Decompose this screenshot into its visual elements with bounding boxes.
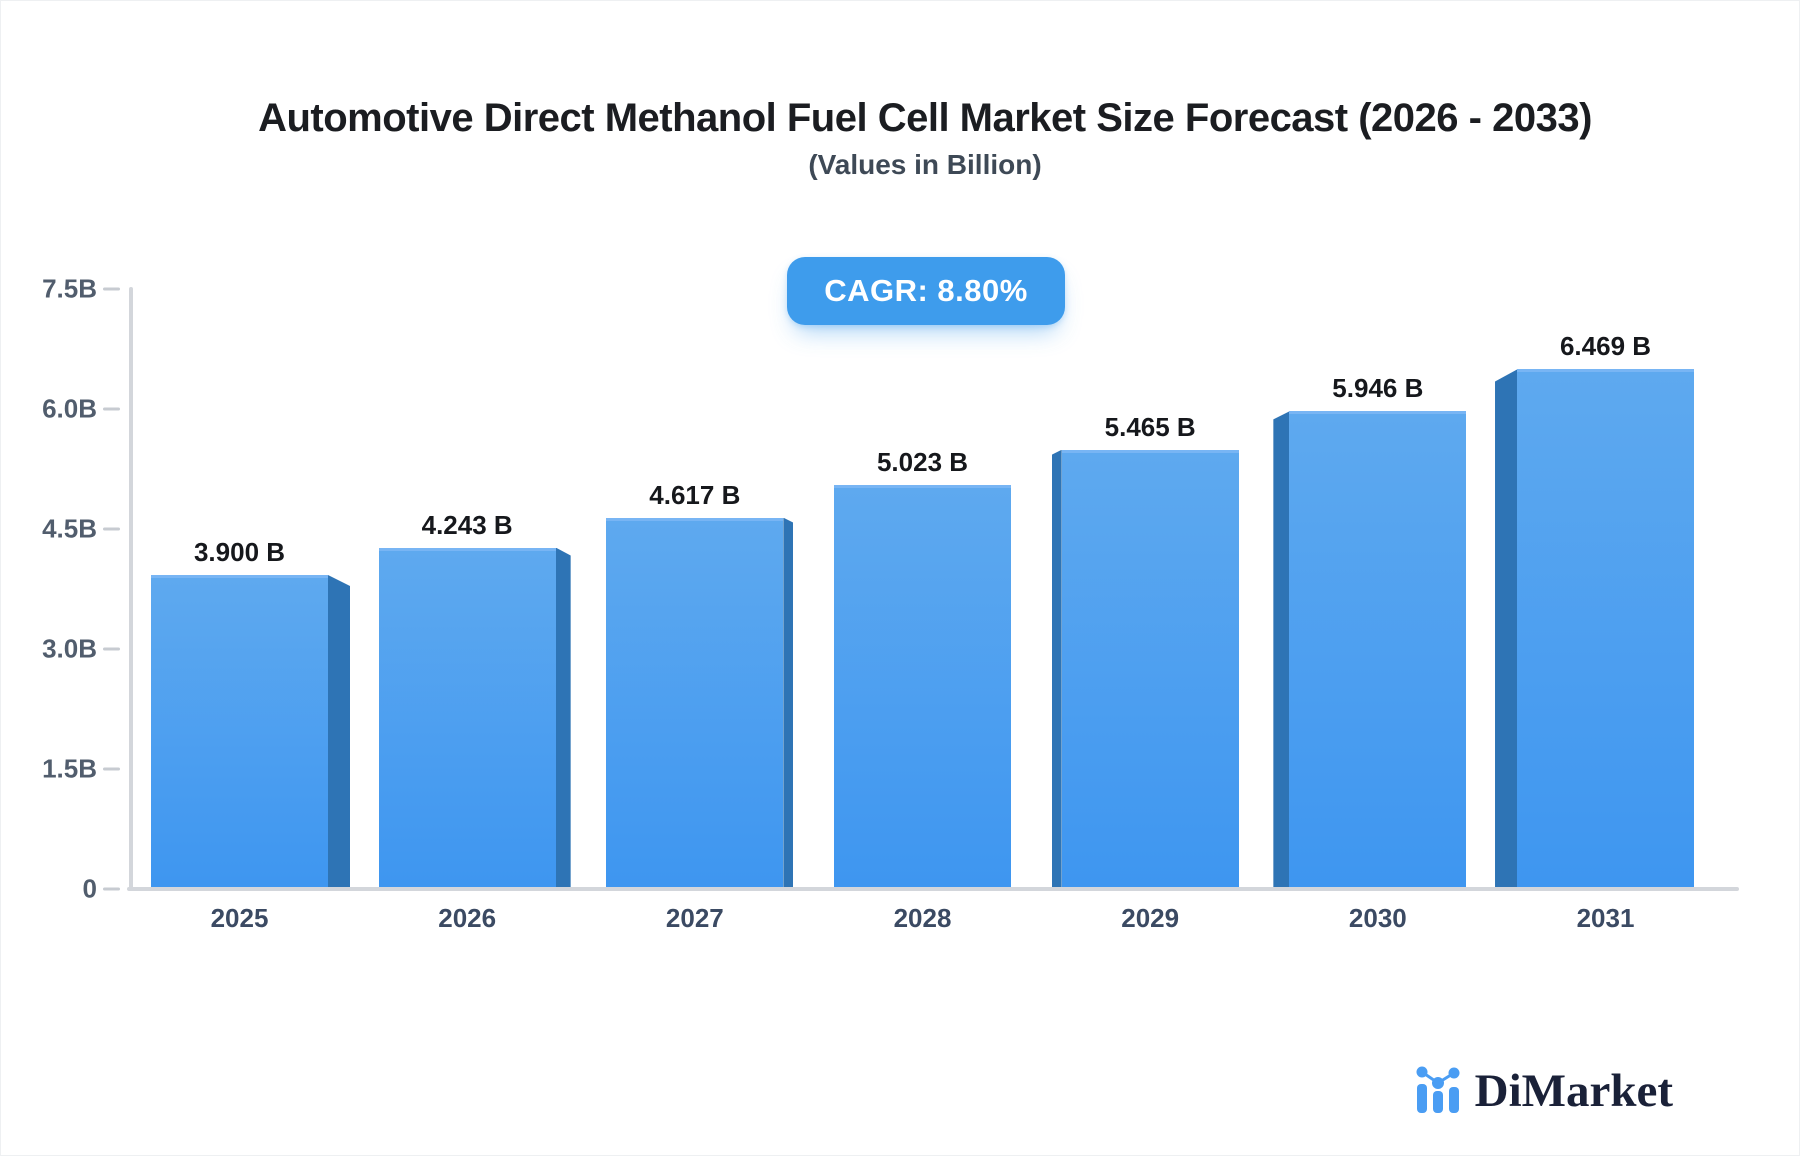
y-axis-line <box>129 287 133 891</box>
y-axis-tick-mark <box>103 407 120 411</box>
bar-2029 <box>1061 449 1239 887</box>
y-axis-tick-mark <box>103 887 120 891</box>
x-axis-category-label: 2025 <box>210 903 269 933</box>
bar-value-label: 4.243 B <box>421 509 513 540</box>
brand-logo: DiMarket <box>1416 1063 1673 1117</box>
y-axis-tick-label: 1.5B <box>42 753 97 784</box>
chart-subtitle: (Values in Billion) <box>808 149 1042 180</box>
bar-value-label: 5.465 B <box>1104 411 1196 442</box>
bar-3d-side <box>1495 369 1518 887</box>
brand-name: DiMarket <box>1474 1065 1673 1117</box>
bar-value-label: 6.469 B <box>1559 331 1652 362</box>
bar-3d-side <box>555 547 571 887</box>
bar-2026 <box>378 547 556 887</box>
y-axis-tick-mark <box>103 767 120 771</box>
mini-bar-chart-with-dots-icon <box>1416 1066 1460 1113</box>
y-axis-tick-label: 6.0B <box>42 393 97 424</box>
x-axis-category-label: 2031 <box>1576 903 1635 933</box>
cagr-badge: CAGR: 8.80% <box>787 257 1065 325</box>
bar-value-label: 4.617 B <box>649 479 741 510</box>
x-axis-line <box>127 887 1739 891</box>
bar-value-label: 5.023 B <box>876 447 969 478</box>
x-axis-category-label: 2029 <box>1121 903 1180 933</box>
cagr-badge-label: CAGR: 8.80% <box>824 273 1028 308</box>
bar-value-label: 5.946 B <box>1332 373 1424 404</box>
y-axis-tick-label: 4.5B <box>42 513 97 544</box>
bar-3d-side <box>1051 449 1062 887</box>
bar-3d-side <box>328 575 350 887</box>
y-axis-tick-mark <box>103 527 120 531</box>
y-axis-tick-label: 7.5B <box>42 273 97 304</box>
bar-3d-side <box>1273 411 1290 887</box>
bar-2030 <box>1289 411 1467 887</box>
y-axis-tick-mark <box>103 287 120 291</box>
x-axis-category-label: 2026 <box>438 903 497 933</box>
chart-title: Automotive Direct Methanol Fuel Cell Mar… <box>258 96 1592 140</box>
x-axis-category-label: 2027 <box>665 903 724 933</box>
bar-value-label: 3.900 B <box>193 537 286 567</box>
bar-2028 <box>834 485 1011 887</box>
x-axis-category-label: 2028 <box>893 903 952 933</box>
bar-2025 <box>151 575 328 887</box>
bar-3d-side <box>783 517 794 887</box>
bar-2031 <box>1517 369 1695 887</box>
bar-2027 <box>606 517 784 887</box>
y-axis-tick-mark <box>103 647 120 651</box>
y-axis-tick-label: 3.0B <box>42 633 97 664</box>
y-axis-tick-label: 0 <box>82 873 97 904</box>
x-axis-category-label: 2030 <box>1348 903 1407 933</box>
